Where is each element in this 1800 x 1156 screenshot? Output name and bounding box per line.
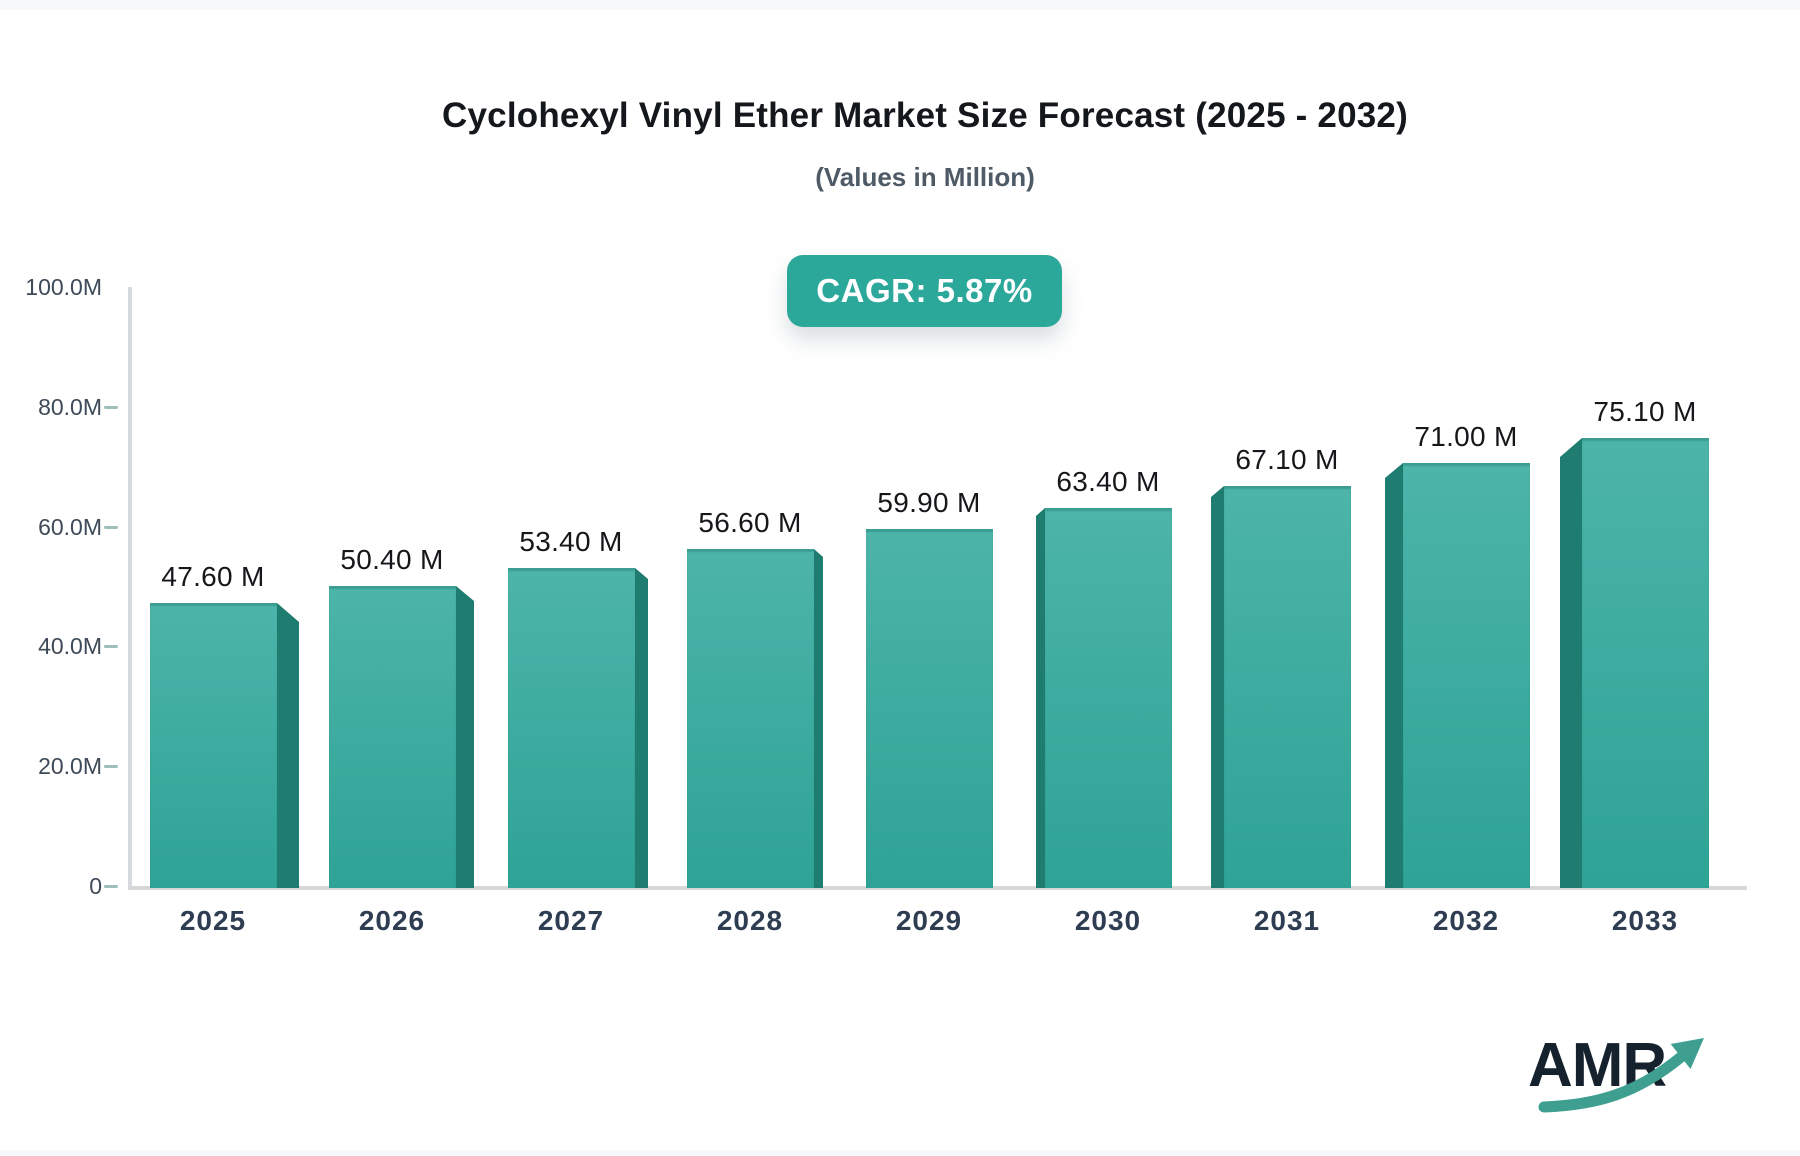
bar-2026 (329, 586, 456, 888)
bottom-border (0, 1150, 1800, 1156)
y-axis-tick-mark (104, 525, 118, 529)
growth-arrow-icon (1538, 1051, 1687, 1113)
x-axis-label-2028: 2028 (716, 905, 784, 936)
bar-2032 (1403, 463, 1530, 888)
y-axis-line (128, 287, 132, 890)
bar-2031 (1224, 486, 1351, 888)
bar-value-label: 67.10 M (1235, 444, 1339, 475)
x-axis-label-2033: 2033 (1611, 905, 1679, 936)
bar-2025 (150, 603, 277, 888)
bar-value-label: 53.40 M (519, 526, 623, 557)
x-axis-label-2029: 2029 (895, 905, 963, 936)
bar-value-label: 63.40 M (1056, 466, 1160, 497)
y-axis-tick-mark (104, 405, 118, 409)
y-axis-tick-label: 0 (89, 873, 102, 899)
bar-value-label: 59.90 M (877, 487, 981, 518)
cagr-badge-label: CAGR: 5.87% (816, 272, 1033, 309)
amr-logo: AMR (1526, 1012, 1736, 1122)
bar-2033 (1582, 438, 1709, 888)
y-axis-tick-mark (104, 645, 118, 649)
amr-logo-graphic: AMR (1528, 1031, 1704, 1113)
x-axis-label-2025: 2025 (179, 905, 247, 936)
cagr-badge: CAGR: 5.87% (787, 255, 1062, 327)
chart-title: Cyclohexyl Vinyl Ether Market Size Forec… (442, 96, 1408, 135)
bar-value-label: 56.60 M (698, 507, 802, 538)
bar-2030 (1045, 508, 1172, 888)
x-axis-label-2027: 2027 (537, 905, 605, 936)
bar-3d-side (1560, 438, 1582, 888)
y-axis-tick-mark (104, 765, 118, 769)
bar-3d-side (1211, 486, 1224, 888)
bar-3d-side (277, 603, 299, 888)
bar-2029 (866, 529, 993, 888)
y-axis-tick-label: 80.0M (38, 393, 102, 420)
x-axis-line (128, 886, 1747, 890)
bar-2027 (508, 568, 635, 888)
y-axis-tick-mark (104, 885, 118, 888)
bar-3d-side (635, 568, 648, 888)
bar-3d-side (456, 586, 474, 888)
growth-arrow-head-icon (1670, 1038, 1704, 1069)
x-axis-label-2030: 2030 (1074, 905, 1142, 936)
bar-value-label: 75.10 M (1593, 396, 1697, 427)
bar-3d-side (1385, 463, 1403, 888)
bar-value-label: 47.60 M (161, 561, 265, 592)
bar-3d-side (1036, 508, 1045, 888)
top-border (0, 0, 1800, 10)
bar-2028 (687, 549, 814, 888)
amr-logo-text: AMR (1528, 1031, 1666, 1100)
bar-value-label: 50.40 M (340, 544, 444, 575)
y-axis-tick-label: 20.0M (38, 753, 102, 780)
x-axis-label-2026: 2026 (358, 905, 426, 936)
bar-value-label: 71.00 M (1414, 421, 1518, 452)
y-axis-tick-label: 40.0M (38, 633, 102, 660)
x-axis-label-2032: 2032 (1432, 905, 1500, 936)
chart-subtitle: (Values in Million) (815, 162, 1035, 192)
x-axis-label-2031: 2031 (1253, 905, 1321, 936)
bar-3d-side (814, 549, 823, 888)
y-axis-tick-label: 100.0M (25, 274, 102, 300)
y-axis-tick-label: 60.0M (38, 513, 102, 540)
